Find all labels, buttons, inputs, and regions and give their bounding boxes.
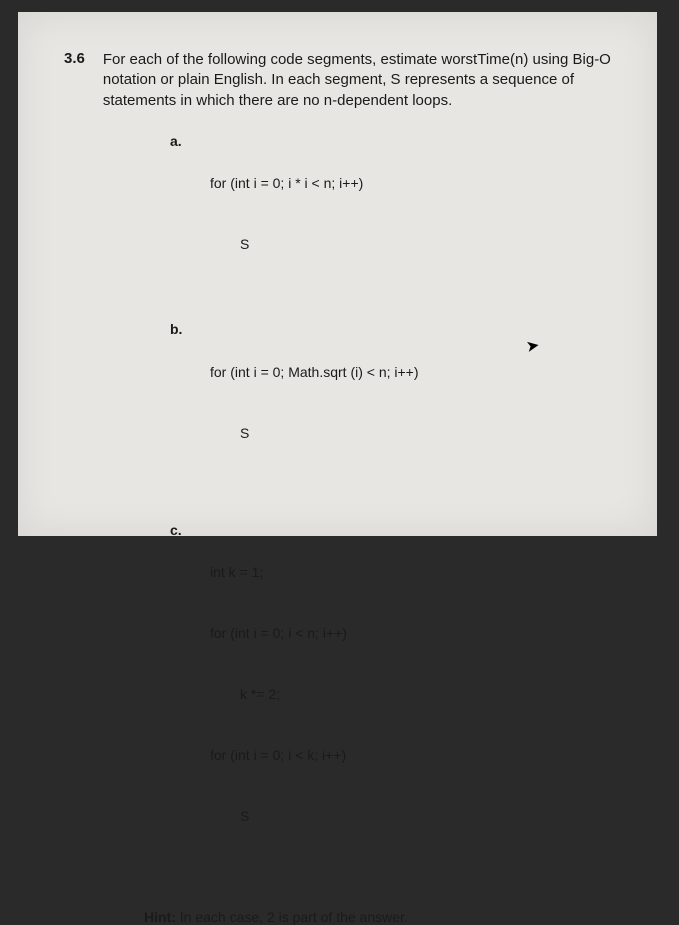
code-line: for (int i = 0; i * i < n; i++): [210, 173, 363, 193]
part-b-code: for (int i = 0; Math.sqrt (i) < n; i++) …: [210, 321, 419, 483]
part-b-label: b.: [170, 321, 188, 483]
hint-text: In each case, 2 is part of the answer.: [176, 909, 408, 925]
code-line: S: [210, 234, 363, 254]
question-number: 3.6: [64, 50, 85, 111]
question-header: 3.6 For each of the following code segme…: [64, 50, 611, 111]
code-line: for (int i = 0; i < k; i++): [210, 745, 347, 765]
code-line: for (int i = 0; i < n; i++): [210, 623, 347, 643]
part-c-label: c.: [170, 522, 188, 867]
part-c: c. int k = 1; for (int i = 0; i < n; i++…: [170, 522, 611, 867]
hint: Hint: In each case, 2 is part of the ans…: [144, 909, 611, 925]
part-c-code: int k = 1; for (int i = 0; i < n; i++) k…: [210, 522, 347, 867]
part-a-label: a.: [170, 133, 188, 295]
code-line: int k = 1;: [210, 562, 347, 582]
part-a: a. for (int i = 0; i * i < n; i++) S: [170, 133, 611, 295]
parts-container: a. for (int i = 0; i * i < n; i++) S b. …: [170, 133, 611, 867]
code-line: S: [210, 423, 419, 443]
question-text: For each of the following code segments,…: [103, 50, 611, 111]
part-b: b. for (int i = 0; Math.sqrt (i) < n; i+…: [170, 321, 611, 483]
code-line: S: [210, 806, 347, 826]
part-a-code: for (int i = 0; i * i < n; i++) S: [210, 133, 363, 295]
hint-label: Hint:: [144, 909, 176, 925]
code-line: for (int i = 0; Math.sqrt (i) < n; i++): [210, 362, 419, 382]
cursor-icon: ➤: [524, 335, 541, 357]
code-line: k *= 2;: [210, 684, 347, 704]
document-page: 3.6 For each of the following code segme…: [18, 12, 657, 536]
